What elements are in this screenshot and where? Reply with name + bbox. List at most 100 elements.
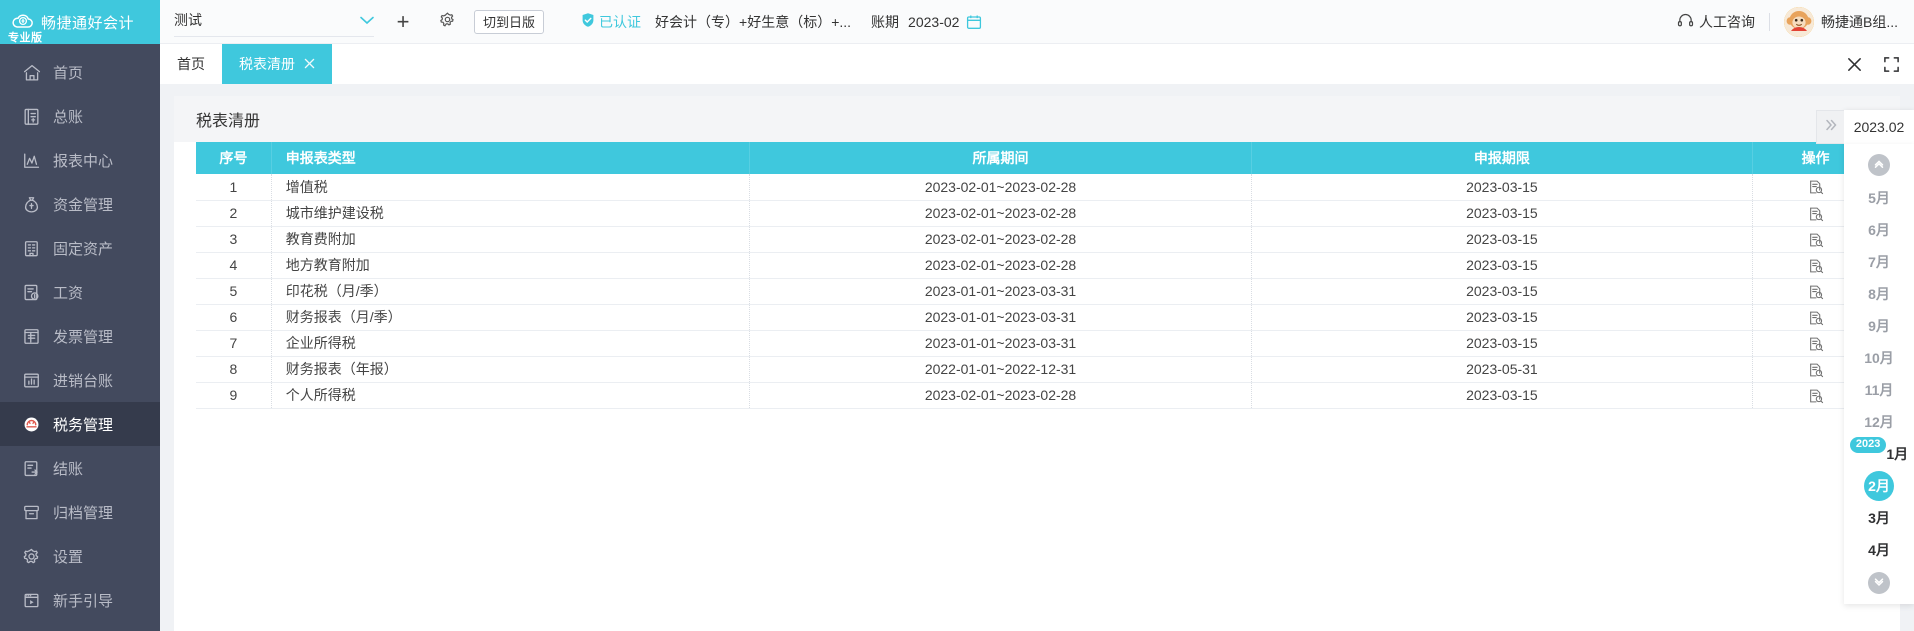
consult-button[interactable]: 人工咨询 [1677,12,1755,32]
settings-button[interactable] [432,7,462,37]
view-detail-icon[interactable] [1808,284,1824,300]
month-item-1[interactable]: 6月 [1844,214,1914,246]
sidebar-item-label: 固定资产 [53,240,114,258]
brand-header: 畅捷通好会计 专业版 [0,0,160,44]
table-row[interactable]: 5 印花税（月/季） 2023-01-01~2023-03-31 2023-03-15 [196,278,1878,305]
table-row[interactable]: 8 财务报表（年报） 2022-01-01~2022-12-31 2023-05-31 [196,356,1878,383]
sidebar-item-label: 首页 [53,64,84,82]
table-row[interactable]: 2 城市维护建设税 2023-02-01~2023-02-28 2023-03-15 [196,200,1878,227]
tab-list: 首页 税表清册 [160,44,332,84]
sidebar: 畅捷通好会计 专业版 首页总账报表中心资金管理固定资产工资发票管理 进销台账税务管… [0,0,160,631]
month-label: 5月 [1868,190,1890,206]
main-column: 测试 + 切到日版 [160,0,1914,631]
sidebar-item-8[interactable]: 税务管理 [0,402,160,446]
cell-deadline: 2023-05-31 [1251,356,1754,383]
view-detail-icon[interactable] [1808,258,1824,274]
month-item-5[interactable]: 10月 [1844,342,1914,374]
cell-deadline: 2023-03-15 [1251,330,1754,357]
shield-check-icon [580,12,599,31]
table-row[interactable]: 4 地方教育附加 2023-02-01~2023-02-28 2023-03-15 [196,252,1878,279]
table-row[interactable]: 9 个人所得税 2023-02-01~2023-02-28 2023-03-15 [196,382,1878,409]
sidebar-item-label: 结账 [53,460,84,478]
sidebar-item-label: 新手引导 [53,592,114,610]
cell-type: 财务报表（年报） [271,356,751,383]
switch-old-version-button[interactable]: 切到日版 [474,9,545,34]
chevron-double-right-icon [1824,118,1838,136]
picker-scroll-down-button[interactable] [1868,572,1890,594]
picker-collapse-handle[interactable] [1816,110,1844,144]
sidebar-item-11[interactable]: 设置 [0,534,160,578]
sidebar-item-10[interactable]: 归档管理 [0,490,160,534]
month-item-4[interactable]: 9月 [1844,310,1914,342]
table-header-row: 序号 申报表类型 所属期间 申报期限 操作 [196,142,1878,174]
user-menu[interactable]: 畅捷通B组... [1783,6,1898,37]
stock-book-icon [22,371,41,390]
month-label: 7月 [1868,254,1890,270]
sidebar-item-1[interactable]: 总账 [0,94,160,138]
cell-period: 2023-02-01~2023-02-28 [749,174,1252,201]
sidebar-item-label: 报表中心 [53,152,114,170]
month-item-0[interactable]: 5月 [1844,182,1914,214]
month-item-10[interactable]: 3月 [1844,502,1914,534]
cell-period: 2023-01-01~2023-03-31 [749,304,1252,331]
month-item-9[interactable]: 2月 [1844,470,1914,502]
sidebar-item-3[interactable]: 资金管理 [0,182,160,226]
fullscreen-icon[interactable] [1883,56,1900,73]
cell-index: 2 [196,200,272,227]
table-row[interactable]: 6 财务报表（月/季） 2023-01-01~2023-03-31 2023-03-1… [196,304,1878,331]
cell-type: 企业所得税 [271,330,751,357]
cell-deadline: 2023-03-15 [1251,174,1754,201]
sidebar-item-9[interactable]: 结账 [0,446,160,490]
sidebar-item-label: 税务管理 [53,416,114,434]
sidebar-item-12[interactable]: 新手引导 [0,578,160,622]
table-row[interactable]: 7 企业所得税 2023-01-01~2023-03-31 2023-03-15 [196,330,1878,357]
month-item-7[interactable]: 12月 [1844,406,1914,438]
month-label: 12月 [1864,414,1894,430]
account-set-select[interactable]: 测试 [174,7,374,37]
view-detail-icon[interactable] [1808,206,1824,222]
sidebar-nav: 首页总账报表中心资金管理固定资产工资发票管理 进销台账税务管理结账归档管理设置新手… [0,44,160,622]
view-detail-icon[interactable] [1808,179,1824,195]
content-area: 税表清册 刷新 [160,84,1914,631]
add-button[interactable]: + [388,7,418,37]
sidebar-item-6[interactable]: 发票管理 [0,314,160,358]
view-detail-icon[interactable] [1808,232,1824,248]
sidebar-item-5[interactable]: 工资 [0,270,160,314]
month-item-6[interactable]: 11月 [1844,374,1914,406]
table-row[interactable]: 1 增值税 2023-02-01~2023-02-28 2023-03-15 [196,174,1878,201]
chevron-down-icon [360,14,374,27]
view-detail-icon[interactable] [1808,310,1824,326]
cell-deadline: 2023-03-15 [1251,200,1754,227]
cell-index: 5 [196,278,272,305]
view-detail-icon[interactable] [1808,336,1824,352]
brand-name: 畅捷通好会计 [41,14,135,32]
sidebar-item-4[interactable]: 固定资产 [0,226,160,270]
sidebar-item-7[interactable]: 进销台账 [0,358,160,402]
sidebar-item-0[interactable]: 首页 [0,50,160,94]
table-head: 序号 申报表类型 所属期间 申报期限 操作 [196,142,1878,174]
verified-status[interactable]: 已认证 [580,12,641,32]
month-item-11[interactable]: 4月 [1844,534,1914,566]
month-item-2[interactable]: 7月 [1844,246,1914,278]
cell-index: 3 [196,226,272,253]
table-row[interactable]: 3 教育费附加 2023-02-01~2023-02-28 2023-03-15 [196,226,1878,253]
picker-scroll-up-button[interactable] [1868,154,1890,176]
month-label: 4月 [1868,542,1890,558]
view-detail-icon[interactable] [1808,362,1824,378]
period-value[interactable]: 2023-02 [908,13,960,30]
cell-type: 地方教育附加 [271,252,751,279]
home-icon [22,63,41,82]
guide-icon [22,591,41,610]
tab-0[interactable]: 首页 [160,44,222,84]
close-icon[interactable] [304,57,315,72]
tab-1[interactable]: 税表清册 [222,44,332,84]
picker-current-period[interactable]: 2023.02 [1844,110,1914,144]
month-item-8[interactable]: 2023 1月 [1844,437,1914,470]
close-icon[interactable] [1846,56,1863,73]
sidebar-item-label: 工资 [53,284,84,302]
month-item-3[interactable]: 8月 [1844,278,1914,310]
calendar-icon[interactable] [966,14,982,30]
sidebar-item-2[interactable]: 报表中心 [0,138,160,182]
sidebar-item-label: 设置 [53,548,84,566]
view-detail-icon[interactable] [1808,388,1824,404]
